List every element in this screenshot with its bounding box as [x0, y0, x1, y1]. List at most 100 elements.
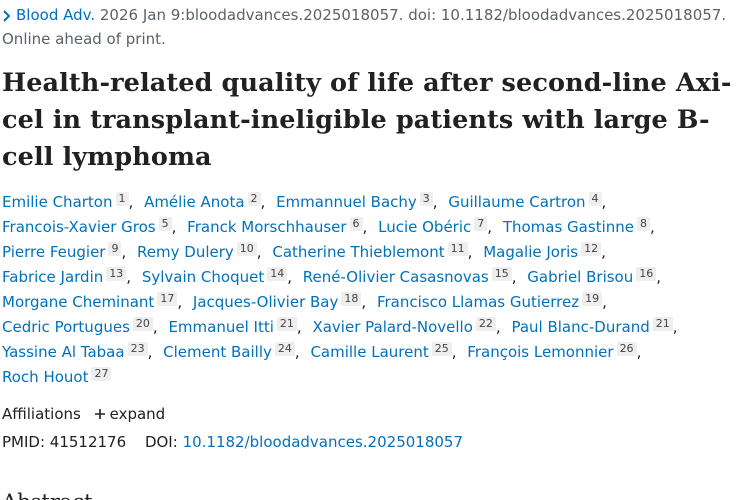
- author-name[interactable]: Roch Houot: [2, 368, 89, 386]
- author-name[interactable]: Remy Dulery: [137, 243, 234, 261]
- author-name[interactable]: François Lemonnier: [467, 343, 614, 361]
- author: Sylvain Choquet 14: [141, 267, 298, 286]
- author-name[interactable]: Francisco Llamas Gutierrez: [376, 293, 580, 311]
- affiliation-number[interactable]: 21: [276, 317, 297, 331]
- author-name[interactable]: René-Olivier Casasnovas: [302, 268, 489, 286]
- affiliation-number[interactable]: 12: [581, 242, 602, 256]
- author-name[interactable]: Lucie Obéric: [378, 218, 472, 236]
- affiliation-number[interactable]: 20: [132, 317, 153, 331]
- affiliation-number[interactable]: 11: [447, 242, 468, 256]
- author: Emmanuel Itti 21: [168, 317, 308, 336]
- author-name[interactable]: Clement Bailly: [163, 343, 272, 361]
- author-name[interactable]: Camille Laurent: [310, 343, 429, 361]
- citation: Blood Adv. 2026 Jan 9:bloodadvances.2025…: [2, 3, 747, 27]
- author-name[interactable]: Emmannuel Bachy: [276, 193, 417, 211]
- author-name[interactable]: Cedric Portugues: [2, 318, 130, 336]
- author: Yassine Al Tabaa 23: [2, 342, 158, 361]
- author: Cedric Portugues 20: [2, 317, 164, 336]
- chevron-icon: [3, 10, 11, 22]
- affiliation-number[interactable]: 21: [652, 317, 673, 331]
- author: Roch Houot 27: [2, 367, 112, 386]
- affiliation-number[interactable]: 6: [349, 217, 363, 231]
- plus-icon: [94, 409, 105, 419]
- affiliation-number[interactable]: 18: [341, 292, 362, 306]
- affiliation-number[interactable]: 2: [247, 192, 261, 206]
- publication-status: Online ahead of print.: [2, 30, 166, 48]
- affiliation-number[interactable]: 14: [267, 267, 288, 281]
- affiliation-number[interactable]: 4: [588, 192, 602, 206]
- author-name[interactable]: Yassine Al Tabaa: [2, 343, 125, 361]
- author-name[interactable]: Amélie Anota: [144, 193, 245, 211]
- affiliation-number[interactable]: 24: [274, 342, 295, 356]
- affiliations: Affiliations expand: [2, 402, 747, 426]
- author: Gabriel Brisou 16: [527, 267, 667, 286]
- affiliation-number[interactable]: 15: [491, 267, 512, 281]
- author: Catherine Thieblemont 11: [272, 242, 478, 261]
- affiliation-number[interactable]: 3: [419, 192, 433, 206]
- expand-toggle[interactable]: expand: [94, 405, 166, 423]
- affiliation-number[interactable]: 27: [91, 367, 112, 381]
- affiliation-number[interactable]: 26: [616, 342, 637, 356]
- author: Magalie Joris 12: [483, 242, 612, 261]
- affiliation-number[interactable]: 17: [157, 292, 178, 306]
- affiliation-number[interactable]: 23: [127, 342, 148, 356]
- author: Francisco Llamas Gutierrez 19: [376, 292, 613, 311]
- author-name[interactable]: Gabriel Brisou: [527, 268, 634, 286]
- author: Pierre Feugier 9: [2, 242, 132, 261]
- affiliation-number[interactable]: 5: [158, 217, 172, 231]
- author: Amélie Anota 2: [144, 192, 271, 211]
- author-name[interactable]: Paul Blanc-Durand: [511, 318, 650, 336]
- affiliation-number[interactable]: 22: [475, 317, 496, 331]
- author: René-Olivier Casasnovas 15: [302, 267, 523, 286]
- author: Jacques-Olivier Bay 18: [192, 292, 372, 311]
- author-name[interactable]: Emilie Charton: [2, 193, 113, 211]
- author: Emmannuel Bachy 3: [276, 192, 444, 211]
- author-name[interactable]: Xavier Palard-Novello: [312, 318, 473, 336]
- author-name[interactable]: Catherine Thieblemont: [272, 243, 445, 261]
- affiliation-number[interactable]: 9: [108, 242, 122, 256]
- author: Emilie Charton 1: [2, 192, 139, 211]
- author: Thomas Gastinne 8: [502, 217, 661, 236]
- author-name[interactable]: Francois-Xavier Gros: [2, 218, 156, 236]
- author-name[interactable]: Magalie Joris: [483, 243, 579, 261]
- affiliations-label: Affiliations: [2, 405, 81, 423]
- affiliation-number[interactable]: 19: [582, 292, 603, 306]
- author: Remy Dulery 10: [137, 242, 268, 261]
- author-name[interactable]: Morgane Cheminant: [2, 293, 155, 311]
- affiliation-number[interactable]: 25: [431, 342, 452, 356]
- author: Fabrice Jardin 13: [2, 267, 137, 286]
- doi-link[interactable]: 10.1182/bloodadvances.2025018057: [182, 433, 463, 451]
- pmid-label: PMID:: [2, 433, 46, 451]
- author: Guillaume Cartron 4: [448, 192, 612, 211]
- author-name[interactable]: Emmanuel Itti: [168, 318, 274, 336]
- affiliation-number[interactable]: 13: [106, 267, 127, 281]
- affiliation-number[interactable]: 1: [115, 192, 129, 206]
- author-name[interactable]: Jacques-Olivier Bay: [192, 293, 339, 311]
- author: Clement Bailly 24: [163, 342, 306, 361]
- author: Xavier Palard-Novello 22: [312, 317, 507, 336]
- affiliation-number[interactable]: 8: [636, 217, 650, 231]
- author: Francois-Xavier Gros 5: [2, 217, 182, 236]
- doi-label: DOI:: [144, 433, 178, 451]
- author: Franck Morschhauser 6: [187, 217, 373, 236]
- author-name[interactable]: Fabrice Jardin: [2, 268, 104, 286]
- affiliation-number[interactable]: 10: [236, 242, 257, 256]
- journal-link[interactable]: Blood Adv.: [16, 6, 96, 24]
- author-name[interactable]: Thomas Gastinne: [502, 218, 634, 236]
- author-name[interactable]: Guillaume Cartron: [448, 193, 586, 211]
- abstract-heading: Abstract: [2, 487, 747, 500]
- author-name[interactable]: Pierre Feugier: [2, 243, 106, 261]
- author-name[interactable]: Franck Morschhauser: [187, 218, 347, 236]
- affiliation-number[interactable]: 7: [474, 217, 488, 231]
- author: Morgane Cheminant 17: [2, 292, 188, 311]
- citation-details: 2026 Jan 9:bloodadvances.2025018057. doi…: [99, 6, 727, 24]
- author: François Lemonnier 26: [467, 342, 647, 361]
- expand-text: expand: [109, 405, 166, 423]
- article-title: Health-related quality of life after sec…: [2, 68, 732, 172]
- author-name[interactable]: Sylvain Choquet: [141, 268, 265, 286]
- affiliation-number[interactable]: 16: [636, 267, 657, 281]
